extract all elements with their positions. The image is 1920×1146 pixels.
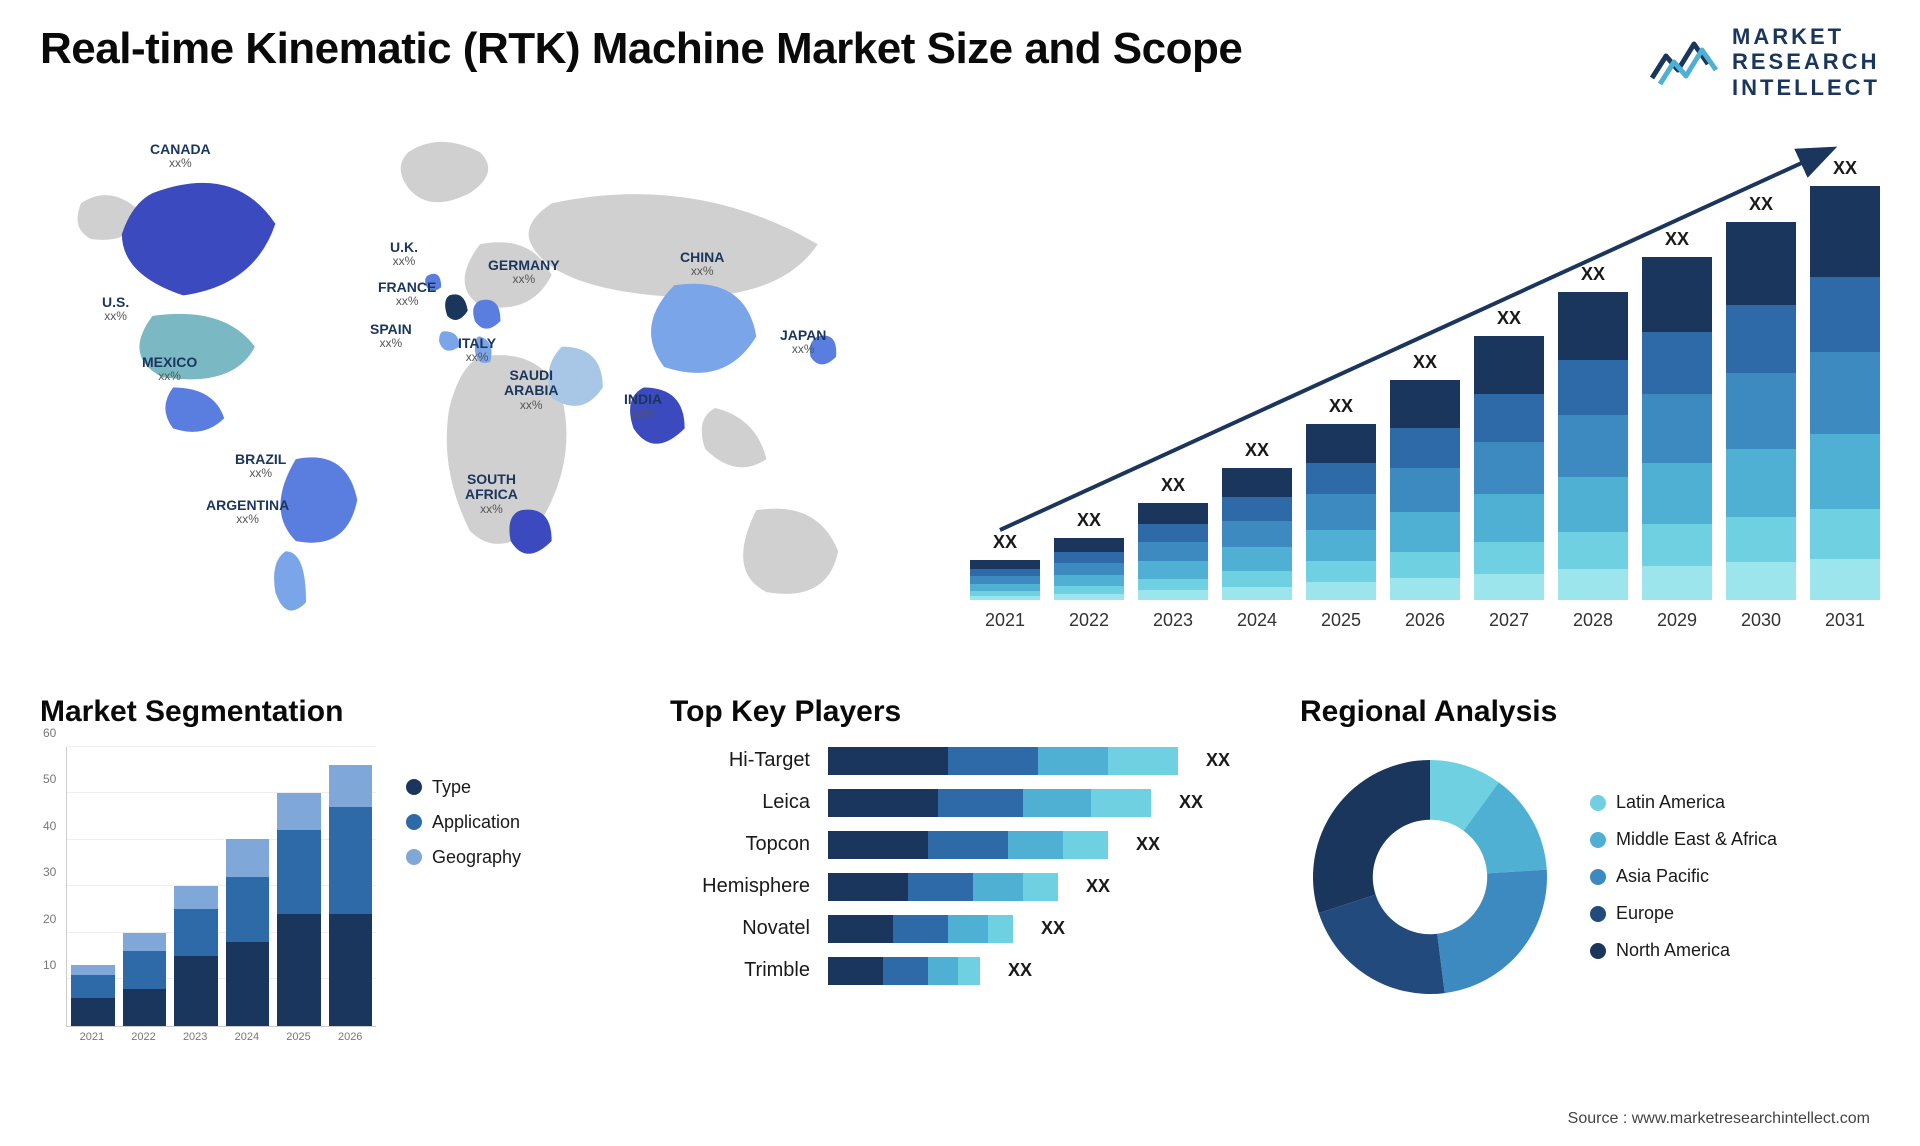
growth-year-label: 2021: [970, 610, 1040, 631]
segmentation-panel: Market Segmentation 102030405060 2021202…: [40, 695, 620, 1043]
legend-item: Type: [406, 777, 521, 798]
map-country-label: SOUTHAFRICAxx%: [465, 472, 518, 516]
regional-panel: Regional Analysis Latin America Middle Ea…: [1300, 695, 1880, 1043]
donut-slice: [1319, 895, 1445, 994]
segmentation-chart: 102030405060: [66, 747, 376, 1027]
regional-donut-chart: [1300, 747, 1560, 1007]
map-country-label: ITALYxx%: [458, 336, 496, 365]
map-country-label: U.K.xx%: [390, 240, 418, 269]
world-map-icon: [40, 120, 920, 655]
donut-slice: [1313, 760, 1430, 913]
segmentation-bar: [329, 765, 373, 1026]
legend-item: North America: [1590, 940, 1777, 961]
growth-bar: XX: [1390, 380, 1460, 600]
growth-bar: XX: [1222, 468, 1292, 600]
brand-logo: MARKET RESEARCH INTELLECT: [1650, 24, 1880, 100]
regional-legend: Latin America Middle East & Africa Asia Pa…: [1590, 792, 1777, 961]
key-player-row: LeicaXX: [670, 789, 1250, 817]
map-country-label: CHINAxx%: [680, 250, 724, 279]
legend-item: Middle East & Africa: [1590, 829, 1777, 850]
legend-item: Europe: [1590, 903, 1777, 924]
key-player-row: TrimbleXX: [670, 957, 1250, 985]
growth-bar: XX: [1726, 222, 1796, 600]
key-player-row: NovatelXX: [670, 915, 1250, 943]
world-map-panel: CANADAxx% U.S.xx% MEXICOxx% BRAZILxx% ARGENT…: [40, 120, 920, 655]
segmentation-bar: [226, 839, 270, 1026]
growth-bar: XX: [1474, 336, 1544, 600]
map-country-label: U.S.xx%: [102, 295, 129, 324]
growth-chart-panel: XXXXXXXXXXXXXXXXXXXXXX 20212022202320242…: [960, 120, 1880, 655]
map-country-label: CANADAxx%: [150, 142, 211, 171]
logo-mark-icon: [1650, 34, 1720, 90]
key-players-title: Top Key Players: [670, 695, 1250, 729]
segmentation-title: Market Segmentation: [40, 695, 620, 729]
key-players-panel: Top Key Players Hi-TargetXX LeicaXX Topcon…: [670, 695, 1250, 1043]
legend-item: Geography: [406, 847, 521, 868]
segmentation-bar: [174, 886, 218, 1026]
growth-bar: XX: [1558, 292, 1628, 600]
growth-year-label: 2024: [1222, 610, 1292, 631]
key-player-row: Hi-TargetXX: [670, 747, 1250, 775]
growth-year-label: 2030: [1726, 610, 1796, 631]
growth-bar: XX: [1306, 424, 1376, 600]
growth-bar: XX: [1138, 503, 1208, 600]
legend-item: Asia Pacific: [1590, 866, 1777, 887]
page-title: Real-time Kinematic (RTK) Machine Market…: [40, 24, 1242, 74]
segmentation-bar: [123, 933, 167, 1026]
growth-year-label: 2027: [1474, 610, 1544, 631]
logo-text-1: MARKET: [1732, 24, 1880, 49]
segmentation-bar: [71, 965, 115, 1026]
map-country-label: GERMANYxx%: [488, 258, 560, 287]
growth-bar: XX: [1810, 186, 1880, 600]
map-country-label: BRAZILxx%: [235, 452, 286, 481]
map-country-label: MEXICOxx%: [142, 355, 197, 384]
map-country-label: ARGENTINAxx%: [206, 498, 289, 527]
logo-text-2: RESEARCH: [1732, 49, 1880, 74]
map-country-label: SAUDIARABIAxx%: [504, 368, 558, 412]
segmentation-bar: [277, 793, 321, 1026]
segmentation-legend: Type Application Geography: [406, 747, 521, 1043]
map-country-label: SPAINxx%: [370, 322, 412, 351]
logo-text-3: INTELLECT: [1732, 75, 1880, 100]
growth-year-label: 2023: [1138, 610, 1208, 631]
key-players-chart: Hi-TargetXX LeicaXX TopconXX HemisphereXX No…: [670, 747, 1250, 985]
growth-year-label: 2029: [1642, 610, 1712, 631]
key-player-row: TopconXX: [670, 831, 1250, 859]
source-attribution: Source : www.marketresearchintellect.com: [1568, 1110, 1870, 1128]
growth-year-label: 2031: [1810, 610, 1880, 631]
growth-year-label: 2022: [1054, 610, 1124, 631]
legend-item: Application: [406, 812, 521, 833]
growth-bar: XX: [970, 560, 1040, 600]
donut-slice: [1437, 870, 1547, 993]
key-player-row: HemisphereXX: [670, 873, 1250, 901]
growth-bar: XX: [1054, 538, 1124, 600]
map-country-label: FRANCExx%: [378, 280, 436, 309]
growth-year-label: 2026: [1390, 610, 1460, 631]
map-country-label: JAPANxx%: [780, 328, 826, 357]
regional-title: Regional Analysis: [1300, 695, 1880, 729]
growth-bar: XX: [1642, 257, 1712, 600]
growth-year-label: 2025: [1306, 610, 1376, 631]
map-country-label: INDIAxx%: [624, 392, 662, 421]
growth-year-label: 2028: [1558, 610, 1628, 631]
legend-item: Latin America: [1590, 792, 1777, 813]
